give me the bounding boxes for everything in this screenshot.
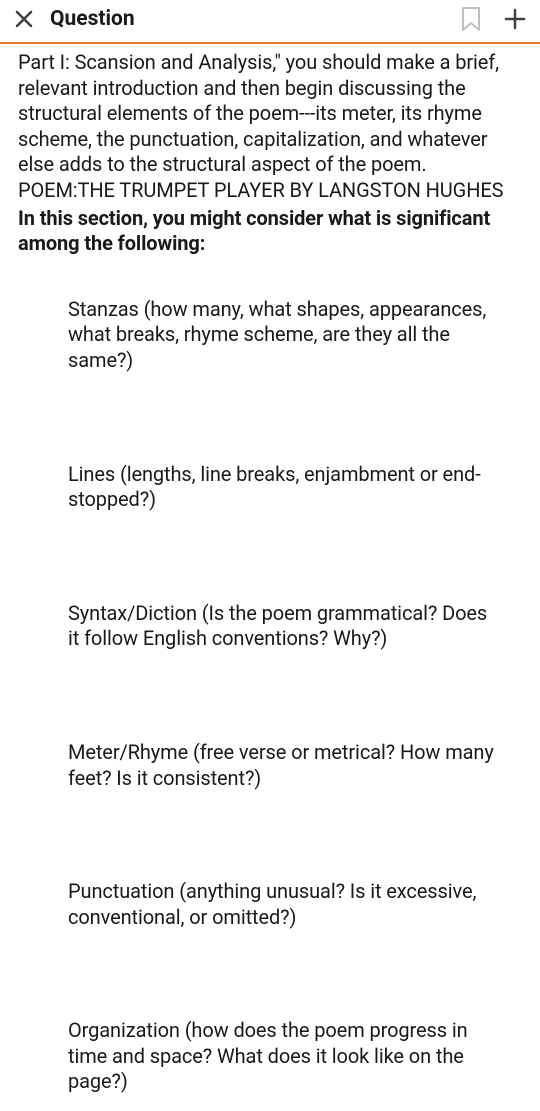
section-heading: In this section, you might consider what… bbox=[18, 206, 522, 257]
bookmark-icon bbox=[460, 6, 482, 32]
bookmark-button[interactable] bbox=[458, 6, 484, 32]
list-item: Organization (how does the poem progress… bbox=[68, 1018, 502, 1095]
question-content: Part I: Scansion and Analysis," you shou… bbox=[0, 44, 540, 1111]
list-item: Syntax/Diction (Is the poem grammatical?… bbox=[68, 601, 502, 652]
plus-icon bbox=[503, 7, 527, 31]
close-button[interactable] bbox=[12, 7, 36, 31]
header-bar: Question bbox=[0, 0, 540, 42]
list-item: Lines (lengths, line breaks, enjambment … bbox=[68, 462, 502, 513]
list-item: Stanzas (how many, what shapes, appearan… bbox=[68, 297, 502, 374]
header-actions bbox=[458, 6, 528, 32]
list-item: Meter/Rhyme (free verse or metrical? How… bbox=[68, 740, 502, 791]
close-icon bbox=[14, 9, 34, 29]
page-title: Question bbox=[50, 7, 458, 31]
considerations-list: Stanzas (how many, what shapes, appearan… bbox=[18, 297, 522, 1095]
intro-paragraph: Part I: Scansion and Analysis," you shou… bbox=[18, 50, 522, 204]
add-button[interactable] bbox=[502, 6, 528, 32]
list-item: Punctuation (anything unusual? Is it exc… bbox=[68, 879, 502, 930]
